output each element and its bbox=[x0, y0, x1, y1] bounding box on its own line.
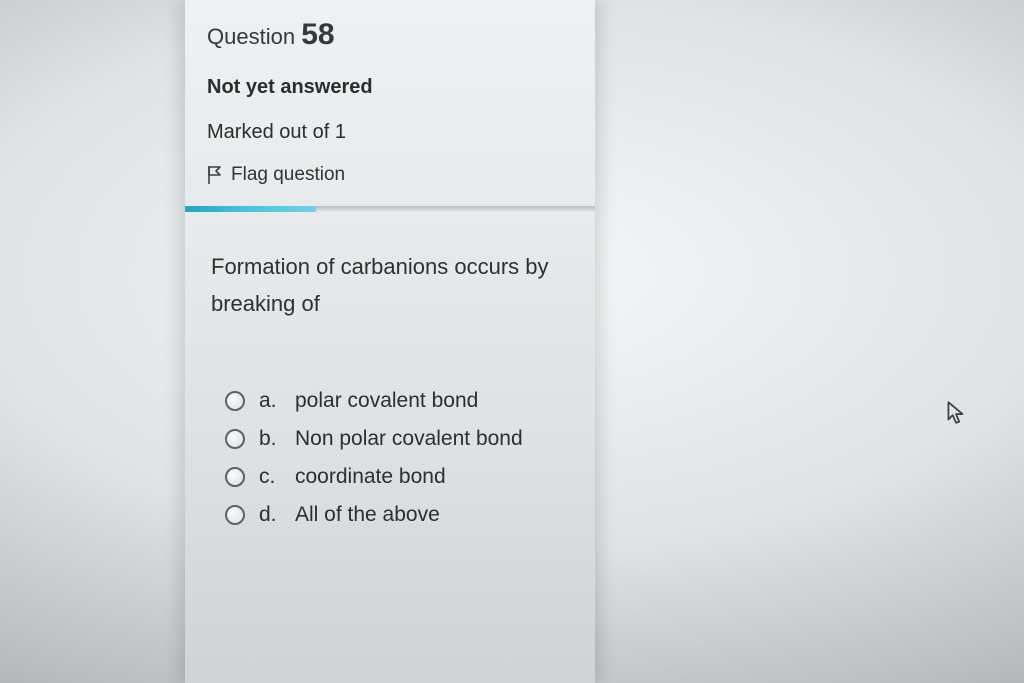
progress-divider bbox=[185, 206, 595, 212]
option-text: polar covalent bond bbox=[295, 389, 478, 413]
option-a[interactable]: a. polar covalent bond bbox=[225, 389, 563, 413]
options-list: a. polar covalent bond b. Non polar cova… bbox=[211, 389, 569, 527]
question-label-prefix: Question bbox=[207, 24, 295, 49]
flag-icon bbox=[207, 165, 223, 185]
option-letter: b. bbox=[259, 427, 281, 451]
radio-icon bbox=[225, 505, 245, 525]
option-text: Non polar covalent bond bbox=[295, 427, 523, 451]
question-card: Question 58 Not yet answered Marked out … bbox=[185, 0, 595, 683]
flag-question-link[interactable]: Flag question bbox=[207, 164, 573, 186]
option-letter: a. bbox=[259, 389, 281, 413]
radio-icon bbox=[225, 391, 245, 411]
option-text: All of the above bbox=[295, 503, 440, 527]
question-header: Question 58 Not yet answered Marked out … bbox=[185, 0, 595, 186]
option-d[interactable]: d. All of the above bbox=[225, 503, 563, 527]
option-c[interactable]: c. coordinate bond bbox=[225, 465, 563, 489]
option-b[interactable]: b. Non polar covalent bond bbox=[225, 427, 563, 451]
question-marks: Marked out of 1 bbox=[207, 121, 573, 144]
radio-icon bbox=[225, 467, 245, 487]
option-letter: d. bbox=[259, 503, 281, 527]
progress-divider-fill bbox=[185, 206, 316, 212]
question-prompt: Formation of carbanions occurs by breaki… bbox=[211, 248, 569, 323]
question-status: Not yet answered bbox=[207, 76, 573, 99]
mouse-cursor-icon bbox=[945, 400, 967, 426]
option-letter: c. bbox=[259, 465, 281, 489]
question-number: 58 bbox=[301, 18, 334, 51]
question-body: Formation of carbanions occurs by breaki… bbox=[185, 212, 595, 527]
radio-icon bbox=[225, 429, 245, 449]
question-title: Question 58 bbox=[207, 18, 573, 52]
option-text: coordinate bond bbox=[295, 465, 446, 489]
flag-question-text: Flag question bbox=[231, 164, 345, 186]
